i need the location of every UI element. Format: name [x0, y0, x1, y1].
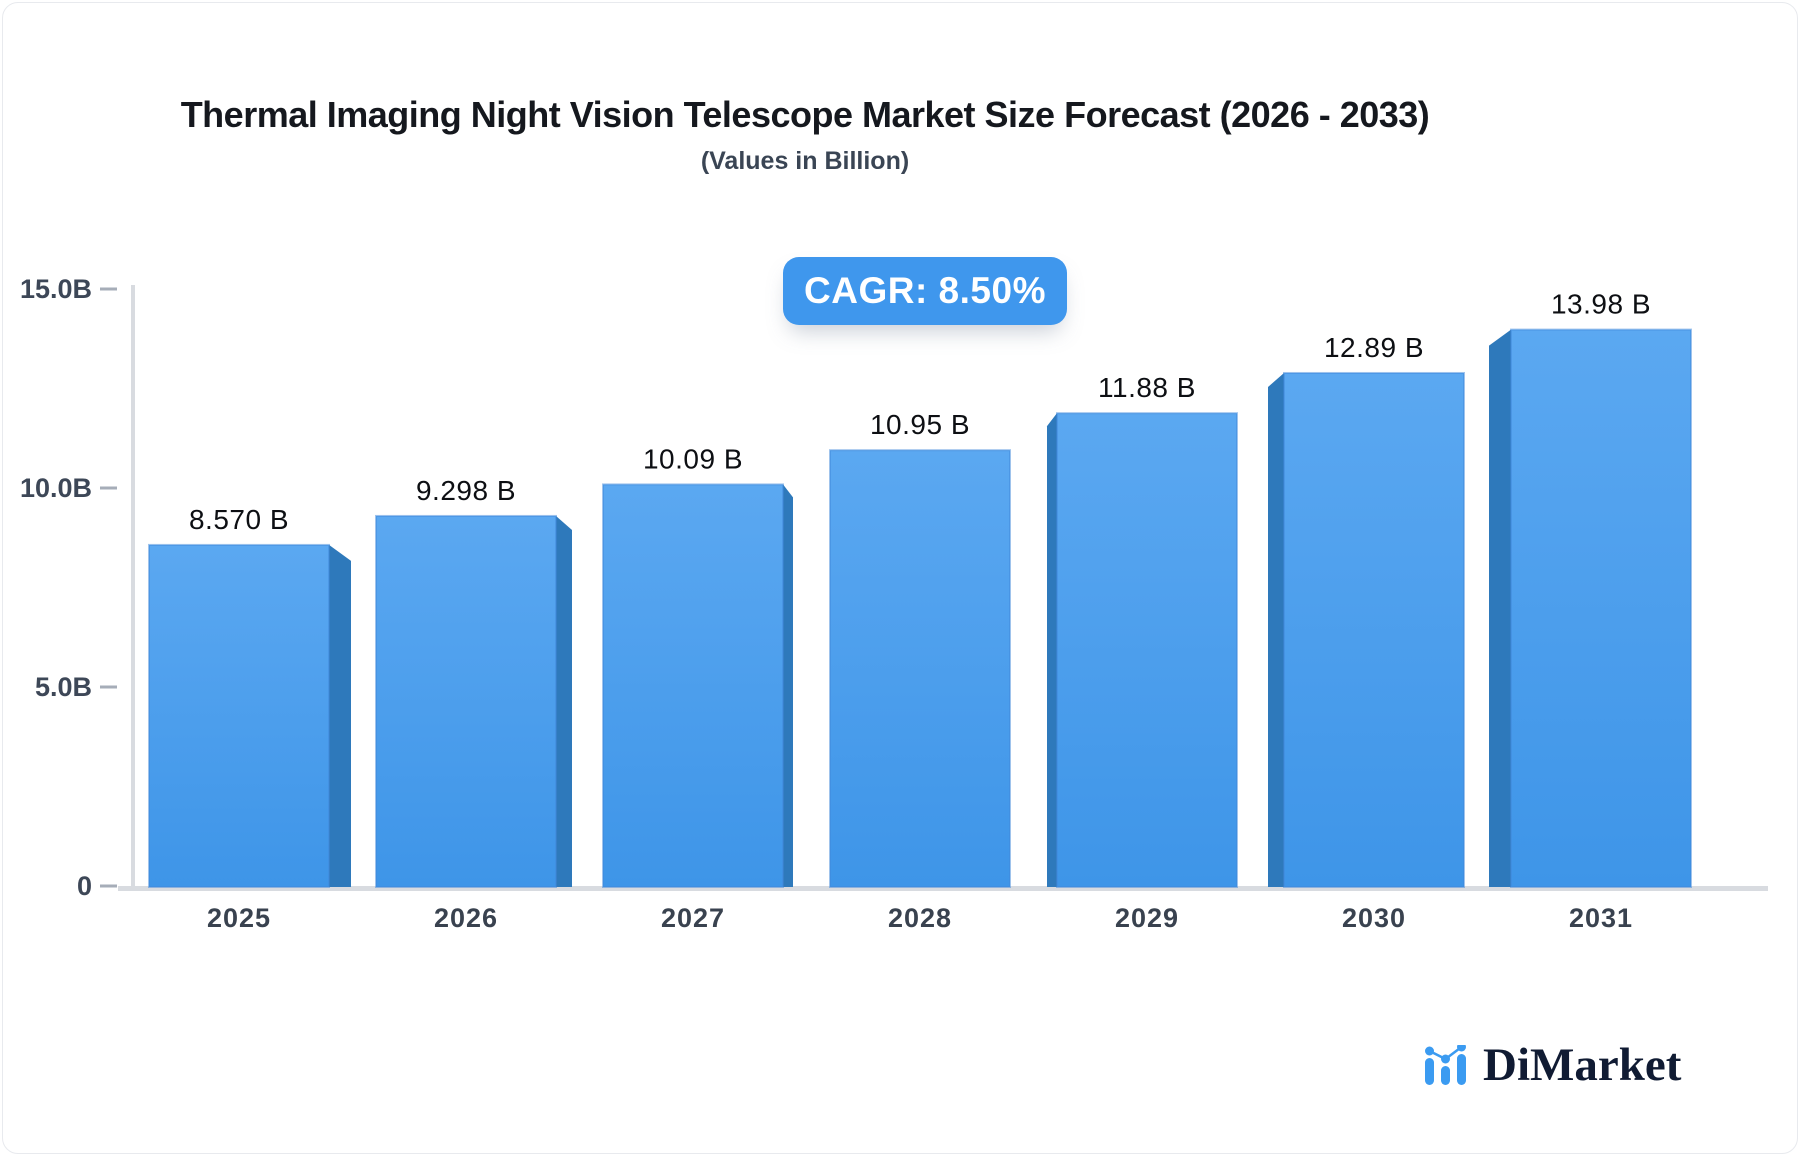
- x-category-label-2029: 2029: [1115, 903, 1179, 933]
- bar-2028: [829, 449, 1011, 888]
- bar-value-label-2029: 11.88 B: [1098, 372, 1196, 403]
- y-axis-line: [131, 285, 135, 890]
- bar-2026: [375, 514, 557, 888]
- bar-side-face-2031: [1489, 329, 1511, 887]
- bar-value-label-2026: 9.298 B: [416, 475, 516, 506]
- bar-side-face-2030: [1268, 372, 1284, 887]
- cagr-badge-label: CAGR: 8.50%: [804, 270, 1046, 311]
- bar-side-face-2025: [329, 544, 351, 887]
- x-category-label-2030: 2030: [1342, 903, 1406, 933]
- bar-side-face-2029: [1047, 413, 1057, 887]
- bar-2030: [1283, 371, 1465, 888]
- x-category-label-2031: 2031: [1569, 903, 1633, 933]
- x-category-label-2028: 2028: [888, 903, 952, 933]
- bar-2029: [1056, 412, 1238, 888]
- y-tick-label: 15.0B: [20, 274, 92, 304]
- logo-dot: [1457, 1044, 1466, 1051]
- mini-bar-chart-logo-icon: [1425, 1044, 1466, 1085]
- brand-logo-text: DiMarket: [1483, 1039, 1682, 1091]
- bar-2025: [148, 543, 330, 888]
- logo-dot: [1425, 1046, 1434, 1055]
- bar-value-label-2027: 10.09 B: [643, 443, 743, 474]
- logo-bar: [1441, 1065, 1450, 1085]
- bar-side-face-2027: [783, 484, 793, 887]
- x-category-label-2025: 2025: [207, 903, 271, 933]
- y-tick-label: 5.0B: [35, 672, 92, 702]
- logo-bar: [1457, 1053, 1466, 1085]
- bar-value-label-2030: 12.89 B: [1324, 332, 1424, 363]
- logo-dot: [1441, 1054, 1450, 1063]
- x-category-label-2027: 2027: [661, 903, 725, 933]
- chart-title: Thermal Imaging Night Vision Telescope M…: [180, 94, 1430, 135]
- logo-bar: [1425, 1057, 1434, 1085]
- bar-value-label-2031: 13.98 B: [1551, 289, 1651, 320]
- bar-value-label-2025: 8.570 B: [189, 504, 289, 535]
- bar-value-label-2028: 10.95 B: [870, 409, 970, 440]
- bar-2027: [602, 483, 784, 888]
- x-axis-line: [118, 886, 1768, 891]
- brand-logo: DiMarket: [1423, 1042, 1681, 1089]
- chart-subtitle: (Values in Billion): [700, 147, 910, 175]
- y-tick-label: 0: [77, 871, 92, 901]
- y-tick-label: 10.0B: [20, 473, 92, 503]
- cagr-badge: CAGR: 8.50%: [783, 257, 1067, 325]
- bar-side-face-2026: [556, 515, 572, 887]
- x-category-label-2026: 2026: [434, 903, 498, 933]
- bar-2031: [1510, 328, 1692, 888]
